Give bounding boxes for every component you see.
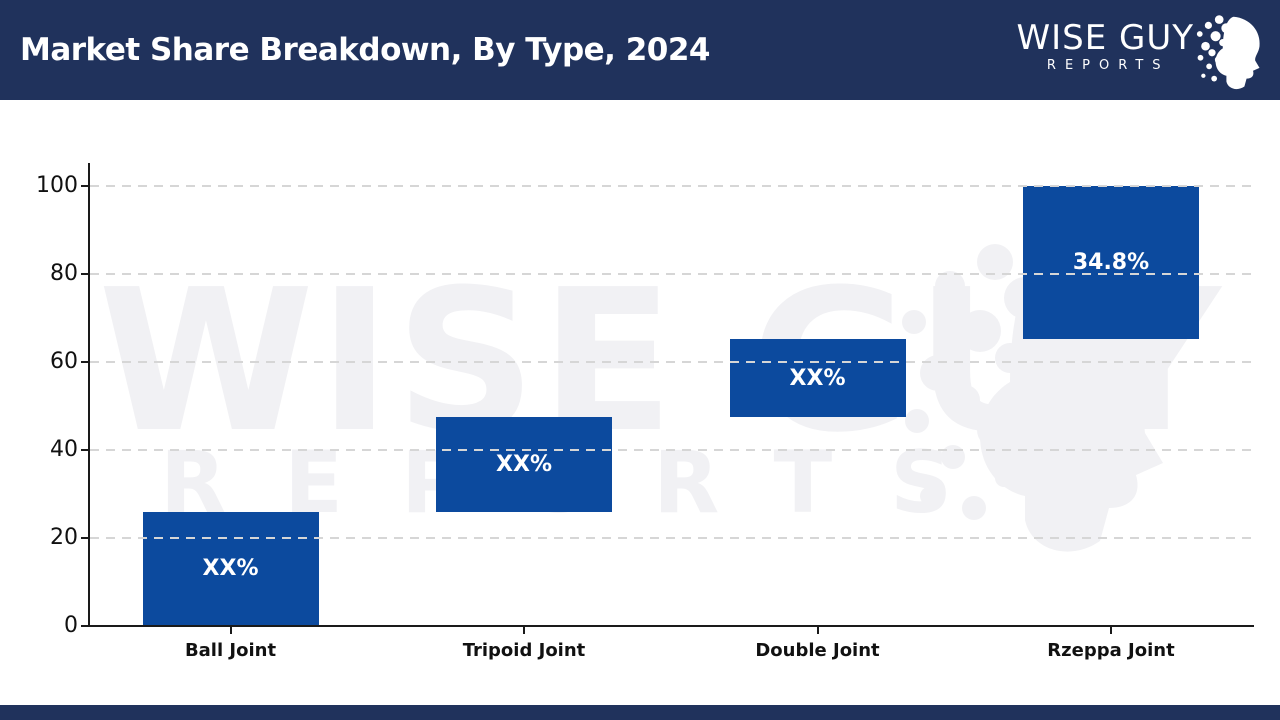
y-tick-label-60: 60 — [50, 349, 78, 374]
x-axis-line — [88, 625, 1254, 627]
y-tick-60 — [81, 361, 89, 363]
y-tick-0 — [81, 625, 89, 627]
bar-value-label-double-joint: XX% — [789, 365, 846, 391]
y-tick-100 — [81, 185, 89, 187]
gridline-y-20 — [90, 537, 1253, 539]
x-category-label-rzeppa-joint: Rzeppa Joint — [1047, 640, 1175, 661]
x-tick-rzeppa-joint — [1110, 627, 1112, 634]
bar-value-label-tripoid-joint: XX% — [496, 451, 552, 477]
x-category-label-double-joint: Double Joint — [755, 640, 880, 661]
y-tick-20 — [81, 537, 89, 539]
gridline-y-60 — [90, 361, 1253, 363]
logo-wiseguy-label: WISE GUY — [1016, 18, 1194, 58]
y-tick-label-40: 40 — [50, 437, 78, 462]
logo-text: WISE GUY REPORTS — [1016, 20, 1194, 73]
y-tick-label-80: 80 — [50, 261, 78, 286]
x-tick-tripoid-joint — [523, 627, 525, 634]
logo-reports-label: REPORTS — [1046, 58, 1170, 73]
bar-value-label-ball-joint: XX% — [202, 556, 259, 582]
y-axis-line — [88, 163, 90, 627]
gridline-y-100 — [90, 185, 1253, 187]
bar-ball-joint: XX% — [142, 511, 319, 626]
y-tick-40 — [81, 449, 89, 451]
footer-band — [0, 705, 1280, 720]
y-tick-80 — [81, 273, 89, 275]
brand-logo: WISE GUY REPORTS — [1016, 6, 1266, 96]
bar-rzeppa-joint: 34.8% — [1023, 186, 1199, 340]
bar-tripoid-joint: XX% — [436, 417, 612, 512]
logo-head-icon — [1196, 15, 1260, 90]
header-band: Market Share Breakdown, By Type, 2024 WI… — [0, 0, 1280, 100]
x-category-label-tripoid-joint: Tripoid Joint — [462, 640, 586, 661]
x-tick-ball-joint — [229, 627, 232, 634]
gridline-y-80 — [90, 273, 1253, 275]
y-tick-label-20: 20 — [50, 525, 78, 550]
page-title: Market Share Breakdown, By Type, 2024 — [20, 32, 711, 68]
x-category-label-ball-joint: Ball Joint — [184, 640, 277, 661]
y-tick-label-0: 0 — [64, 613, 78, 638]
y-tick-label-100: 100 — [36, 173, 78, 198]
bar-double-joint: XX% — [729, 339, 906, 417]
gridline-y-40 — [90, 449, 1253, 451]
bar-value-label-rzeppa-joint: 34.8% — [1072, 250, 1150, 276]
x-tick-double-joint — [816, 627, 819, 634]
